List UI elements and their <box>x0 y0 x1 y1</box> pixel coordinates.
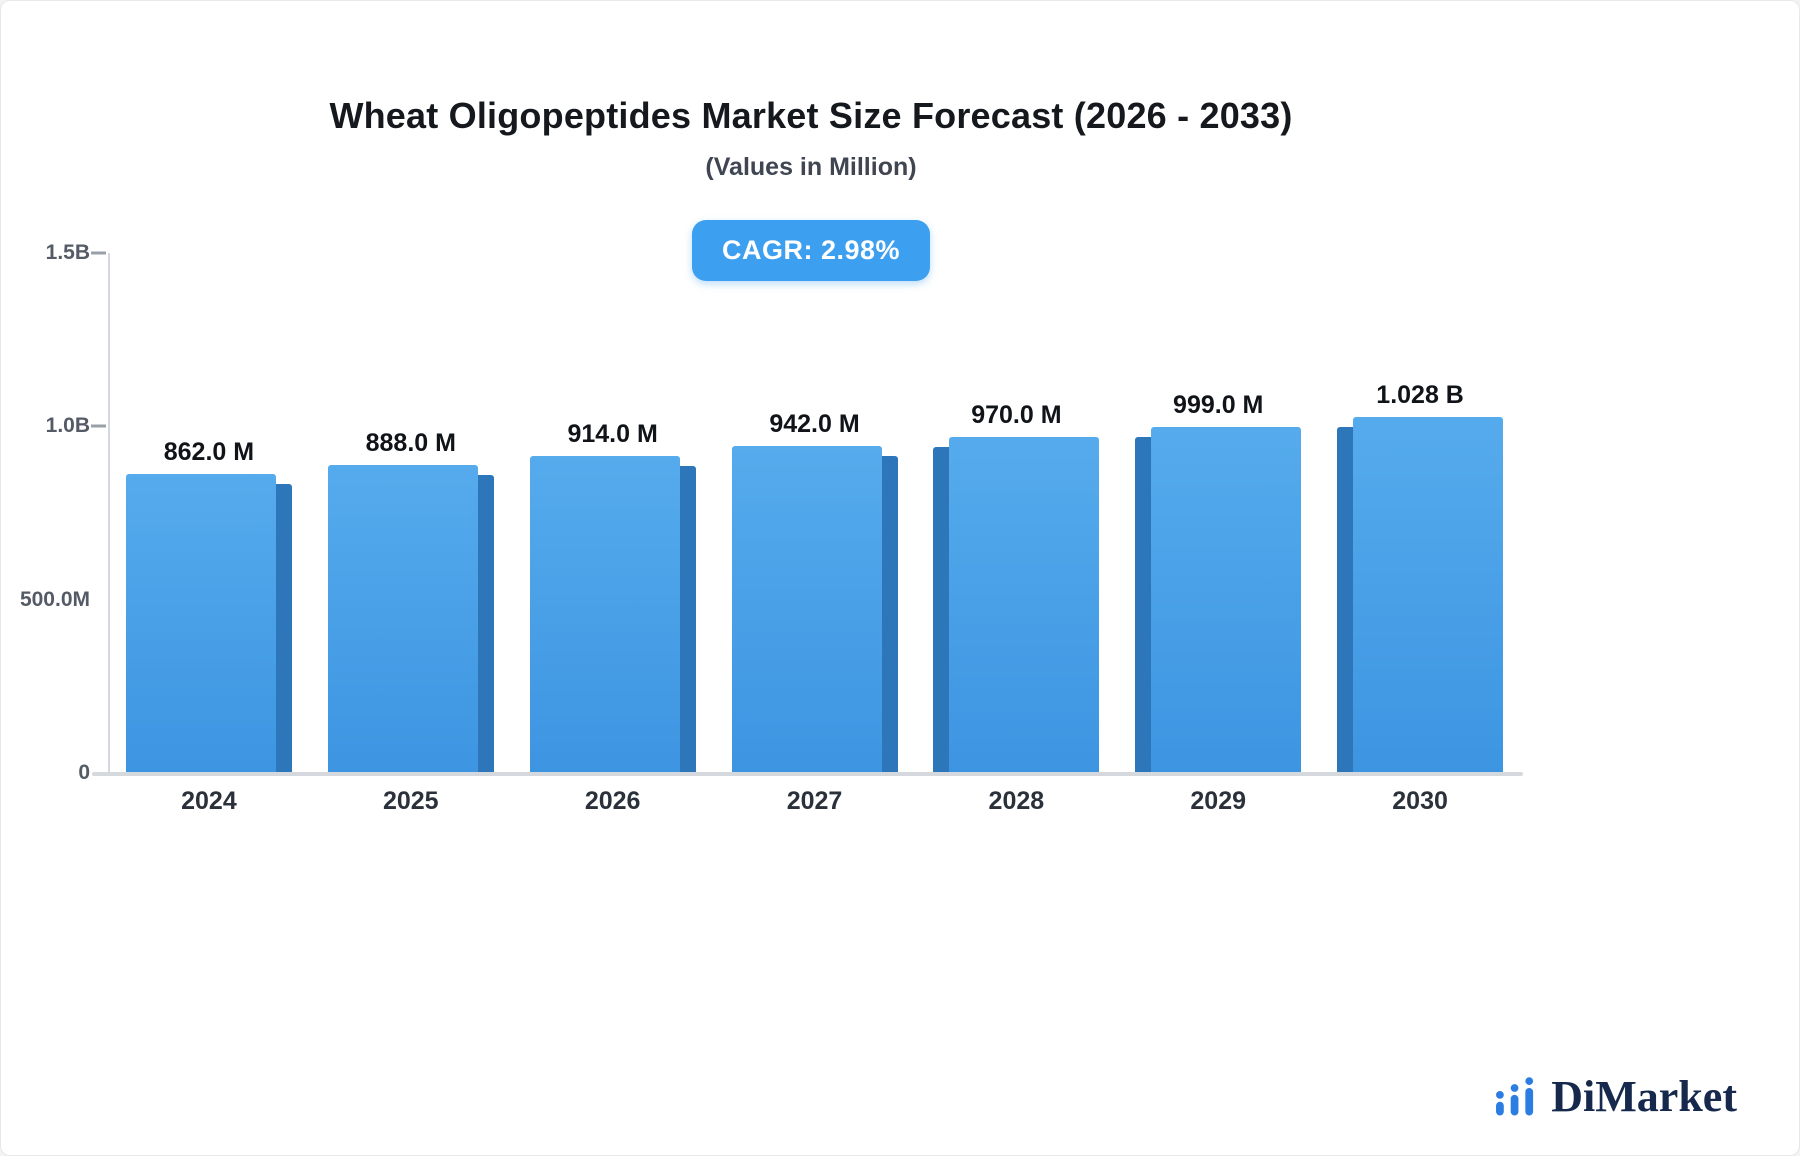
category-label: 2024 <box>181 787 237 815</box>
dimarket-logo-icon <box>1496 1077 1534 1116</box>
x-axis-line <box>92 772 1523 776</box>
y-tick-label: 1.5B <box>45 241 90 264</box>
y-tick-mark <box>91 251 106 255</box>
chart-subtitle: (Values in Million) <box>705 153 917 181</box>
bar-face <box>529 456 680 773</box>
plot-area: 1.5B 1.0B 500.0M 0 862.0 M 888.0 M 914.0 M 942… <box>20 241 1523 784</box>
bar-face <box>949 436 1100 773</box>
bar-value-label: 999.0 M <box>1173 390 1264 419</box>
cagr-badge: CAGR: 2.98% <box>691 220 931 281</box>
category-label: 2028 <box>988 787 1045 815</box>
bar-face <box>1151 426 1302 773</box>
y-axis-labels: 1.5B 1.0B 500.0M 0 <box>4 241 90 784</box>
y-tick-label: 500.0M <box>19 587 90 611</box>
bar-side-shadow <box>1337 426 1354 773</box>
bar-face <box>731 446 882 773</box>
chart-header: Wheat Oligopeptides Market Size Forecast… <box>1 1 1621 281</box>
bar-value-label: 942.0 M <box>769 410 860 439</box>
bar <box>1337 416 1504 773</box>
category-label: 2030 <box>1392 787 1448 815</box>
category-label: 2027 <box>786 787 843 815</box>
bar-value-label: 970.0 M <box>971 400 1062 429</box>
y-tick-label: 1.0B <box>45 414 90 438</box>
bars-row: 862.0 M 888.0 M 914.0 M 942.0 M 970.0 M 999.0… <box>108 253 1521 773</box>
bar <box>731 446 898 773</box>
x-axis-labels: 2024 2025 2026 2027 2028 2029 2030 <box>108 787 1521 816</box>
bar-column: 942.0 M <box>714 253 916 773</box>
bar <box>529 456 696 773</box>
bar-face <box>1353 416 1504 773</box>
bar-side-shadow <box>1135 436 1152 773</box>
category-label: 2029 <box>1190 787 1247 815</box>
chart-title: Wheat Oligopeptides Market Size Forecast… <box>329 95 1293 136</box>
bar-side-shadow <box>477 475 494 773</box>
bar-value-label: 888.0 M <box>365 429 456 458</box>
bar-side-shadow <box>679 466 696 773</box>
bar-side-shadow <box>275 484 292 773</box>
brand-logo-text: DiMarket <box>1551 1072 1737 1121</box>
bar <box>125 474 292 773</box>
bar-column: 888.0 M <box>310 253 512 773</box>
y-tick-mark <box>91 424 106 428</box>
bar <box>1135 426 1302 773</box>
bar-value-label: 1.028 B <box>1376 380 1464 409</box>
y-axis-line <box>108 253 110 773</box>
bar-value-label: 862.0 M <box>163 438 255 467</box>
bar-value-label: 914.0 M <box>567 420 658 449</box>
bar-column: 914.0 M <box>512 253 714 773</box>
bar-column: 970.0 M <box>915 253 1117 773</box>
bar <box>933 436 1100 773</box>
y-tick-label: 0 <box>78 761 90 784</box>
bar-side-shadow <box>933 446 950 773</box>
bar-face <box>125 474 276 773</box>
brand-logo: DiMarket <box>1489 1069 1737 1119</box>
bar-side-shadow <box>881 456 898 773</box>
category-label: 2026 <box>584 787 641 815</box>
bar <box>327 465 494 773</box>
category-label: 2025 <box>382 787 439 815</box>
bar-column: 999.0 M <box>1117 253 1319 773</box>
bar-column: 1.028 B <box>1319 253 1521 773</box>
bar-face <box>327 465 478 773</box>
bar-column: 862.0 M <box>108 253 310 773</box>
